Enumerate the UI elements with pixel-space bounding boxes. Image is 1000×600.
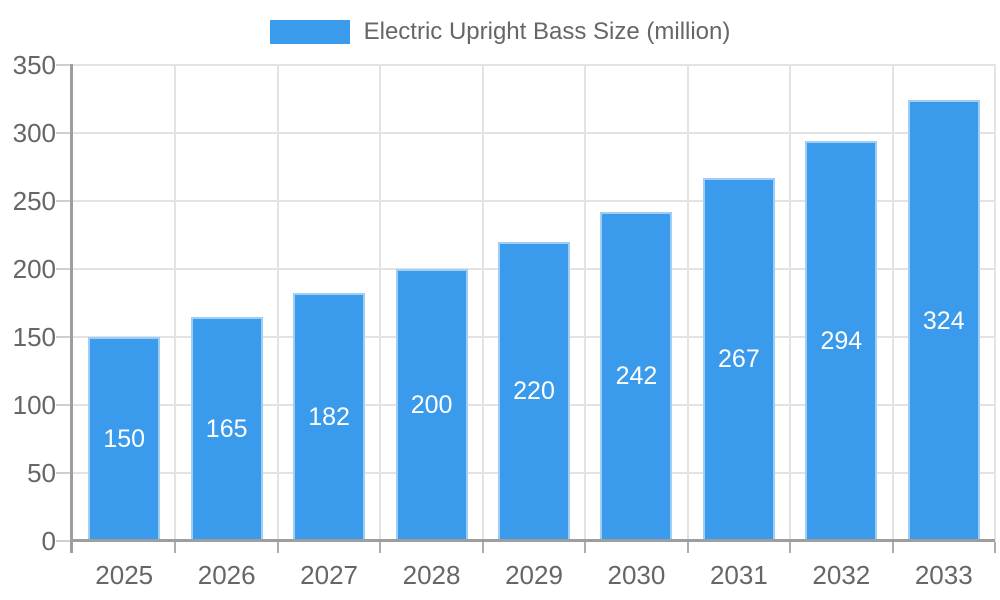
y-tick	[56, 472, 70, 474]
v-gridline	[686, 64, 689, 541]
h-gridline	[73, 64, 995, 66]
bar	[190, 316, 263, 539]
y-tick-label: 150	[12, 322, 56, 352]
v-gridline	[481, 64, 484, 541]
y-tick	[56, 200, 70, 202]
legend-swatch-icon	[269, 20, 350, 44]
y-tick-label: 250	[12, 186, 56, 216]
y-tick-label: 100	[12, 390, 56, 420]
bar-value-label: 220	[513, 377, 555, 406]
x-tick	[891, 542, 894, 553]
x-tick-label: 2029	[505, 560, 563, 590]
bar	[498, 241, 570, 539]
x-tick	[994, 542, 996, 553]
bar-value-label: 294	[820, 327, 863, 356]
x-tick-label: 2030	[607, 560, 666, 590]
x-tick	[276, 542, 279, 553]
y-tick-label: 350	[12, 50, 56, 80]
bar-value-label: 242	[615, 362, 658, 391]
y-tick-label: 200	[12, 254, 56, 284]
v-gridline	[584, 64, 587, 541]
x-tick	[686, 542, 689, 553]
bar-value-label: 324	[922, 306, 965, 335]
v-gridline	[379, 64, 382, 541]
x-tick	[584, 542, 587, 553]
h-gridline	[73, 200, 995, 202]
v-gridline	[994, 64, 996, 541]
h-gridline	[73, 132, 995, 134]
x-tick-label: 2025	[95, 560, 154, 590]
x-tick-label: 2027	[300, 560, 359, 590]
bar-value-label: 182	[308, 403, 350, 432]
bar	[907, 100, 980, 539]
y-axis-line	[70, 64, 73, 553]
bar	[805, 141, 878, 539]
y-tick	[56, 268, 70, 270]
x-tick-label: 2028	[402, 560, 461, 590]
x-tick	[481, 542, 484, 553]
bar-value-label: 267	[718, 345, 760, 374]
chart-legend: Electric Upright Bass Size (million)	[0, 16, 1000, 48]
legend-label: Electric Upright Bass Size (million)	[363, 18, 731, 45]
bar-value-label: 150	[103, 425, 146, 453]
y-tick	[56, 404, 70, 406]
bar	[88, 337, 161, 539]
x-tick	[789, 542, 792, 553]
y-tick-label: 300	[12, 118, 56, 148]
x-tick-label: 2031	[709, 560, 768, 590]
x-tick-label: 2026	[197, 560, 256, 590]
v-gridline	[891, 64, 894, 541]
bar	[702, 177, 775, 539]
v-gridline	[174, 64, 177, 541]
bar-value-label: 200	[410, 391, 453, 419]
bar	[600, 211, 673, 539]
bar-value-label: 165	[205, 414, 248, 443]
x-tick-label: 2033	[914, 560, 973, 590]
y-tick	[56, 540, 70, 542]
x-tick	[379, 542, 382, 553]
y-tick-label: 0	[41, 526, 56, 556]
v-gridline	[789, 64, 792, 541]
x-axis-line	[70, 539, 995, 542]
y-tick	[56, 336, 70, 338]
v-gridline	[276, 64, 279, 541]
bar	[293, 293, 366, 539]
y-tick	[56, 64, 70, 66]
y-tick-label: 50	[27, 458, 56, 488]
y-tick	[56, 132, 70, 134]
x-tick-label: 2032	[812, 560, 871, 590]
bar	[395, 269, 468, 539]
x-tick	[174, 542, 177, 553]
